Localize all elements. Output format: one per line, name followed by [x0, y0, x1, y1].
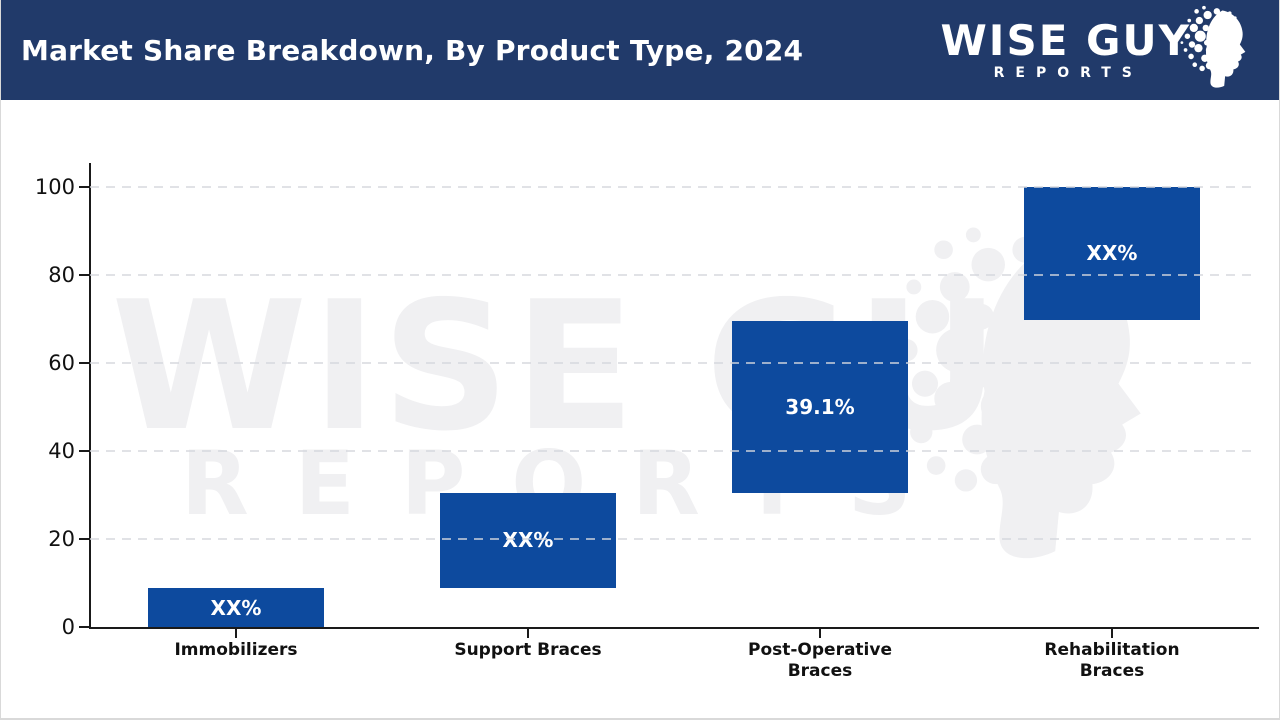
x-tick-mark	[235, 629, 237, 638]
wiseguy-head-icon	[1180, 5, 1246, 88]
y-tick-label: 20	[48, 527, 75, 551]
bar-immobilizers: XX%	[148, 588, 324, 627]
y-axis-line	[89, 163, 91, 629]
brand-logo: WISE GUY REPORTS	[940, 4, 1253, 96]
y-tick-label: 100	[34, 175, 75, 199]
brand-wordmark-block: WISE GUY REPORTS	[940, 15, 1191, 81]
bar-value-label: XX%	[502, 528, 554, 553]
chart-title: Market Share Breakdown, By Product Type,…	[21, 33, 804, 67]
y-tick-mark	[79, 450, 89, 452]
y-tick-mark	[79, 626, 89, 628]
y-tick-label: 80	[48, 263, 75, 287]
y-tick-label: 60	[48, 351, 75, 375]
x-category-label: Rehabilitation Braces	[1044, 640, 1180, 682]
gridline	[90, 450, 1258, 452]
bar-value-label: 39.1%	[785, 395, 855, 420]
chart-canvas: WISE GUY REPORTS 0 20 40 60 80 100 XX% Immobili…	[1, 100, 1279, 718]
header: Market Share Breakdown, By Product Type,…	[1, 0, 1279, 100]
bar-value-label: XX%	[210, 595, 262, 620]
brand-wordmark: WISE GUY	[940, 15, 1191, 65]
y-tick-mark	[79, 186, 89, 188]
gridline	[90, 186, 1258, 188]
gridline	[90, 274, 1258, 276]
x-category-label: Support Braces	[454, 640, 602, 660]
gridline	[90, 538, 1258, 540]
x-category-label: Post-Operative Braces	[747, 640, 892, 682]
plot-area: 0 20 40 60 80 100 XX% Immobilizers XX% Support Br…	[1, 100, 1279, 718]
brand-subtext: REPORTS	[993, 64, 1143, 81]
bar-post-operative-braces: 39.1%	[732, 321, 908, 494]
bar-support-braces: XX%	[440, 492, 616, 588]
bar-rehabilitation-braces: XX%	[1024, 187, 1200, 320]
x-category-label: Immobilizers	[174, 640, 298, 660]
bar-value-label: XX%	[1086, 241, 1138, 266]
gridline	[90, 362, 1258, 364]
y-tick-label: 0	[61, 615, 75, 639]
x-tick-mark	[819, 629, 821, 638]
y-tick-mark	[79, 274, 89, 276]
x-tick-mark	[527, 629, 529, 638]
y-tick-mark	[79, 362, 89, 364]
x-axis-line	[89, 627, 1259, 629]
y-tick-mark	[79, 538, 89, 540]
y-tick-label: 40	[48, 439, 75, 463]
x-tick-mark	[1111, 629, 1113, 638]
